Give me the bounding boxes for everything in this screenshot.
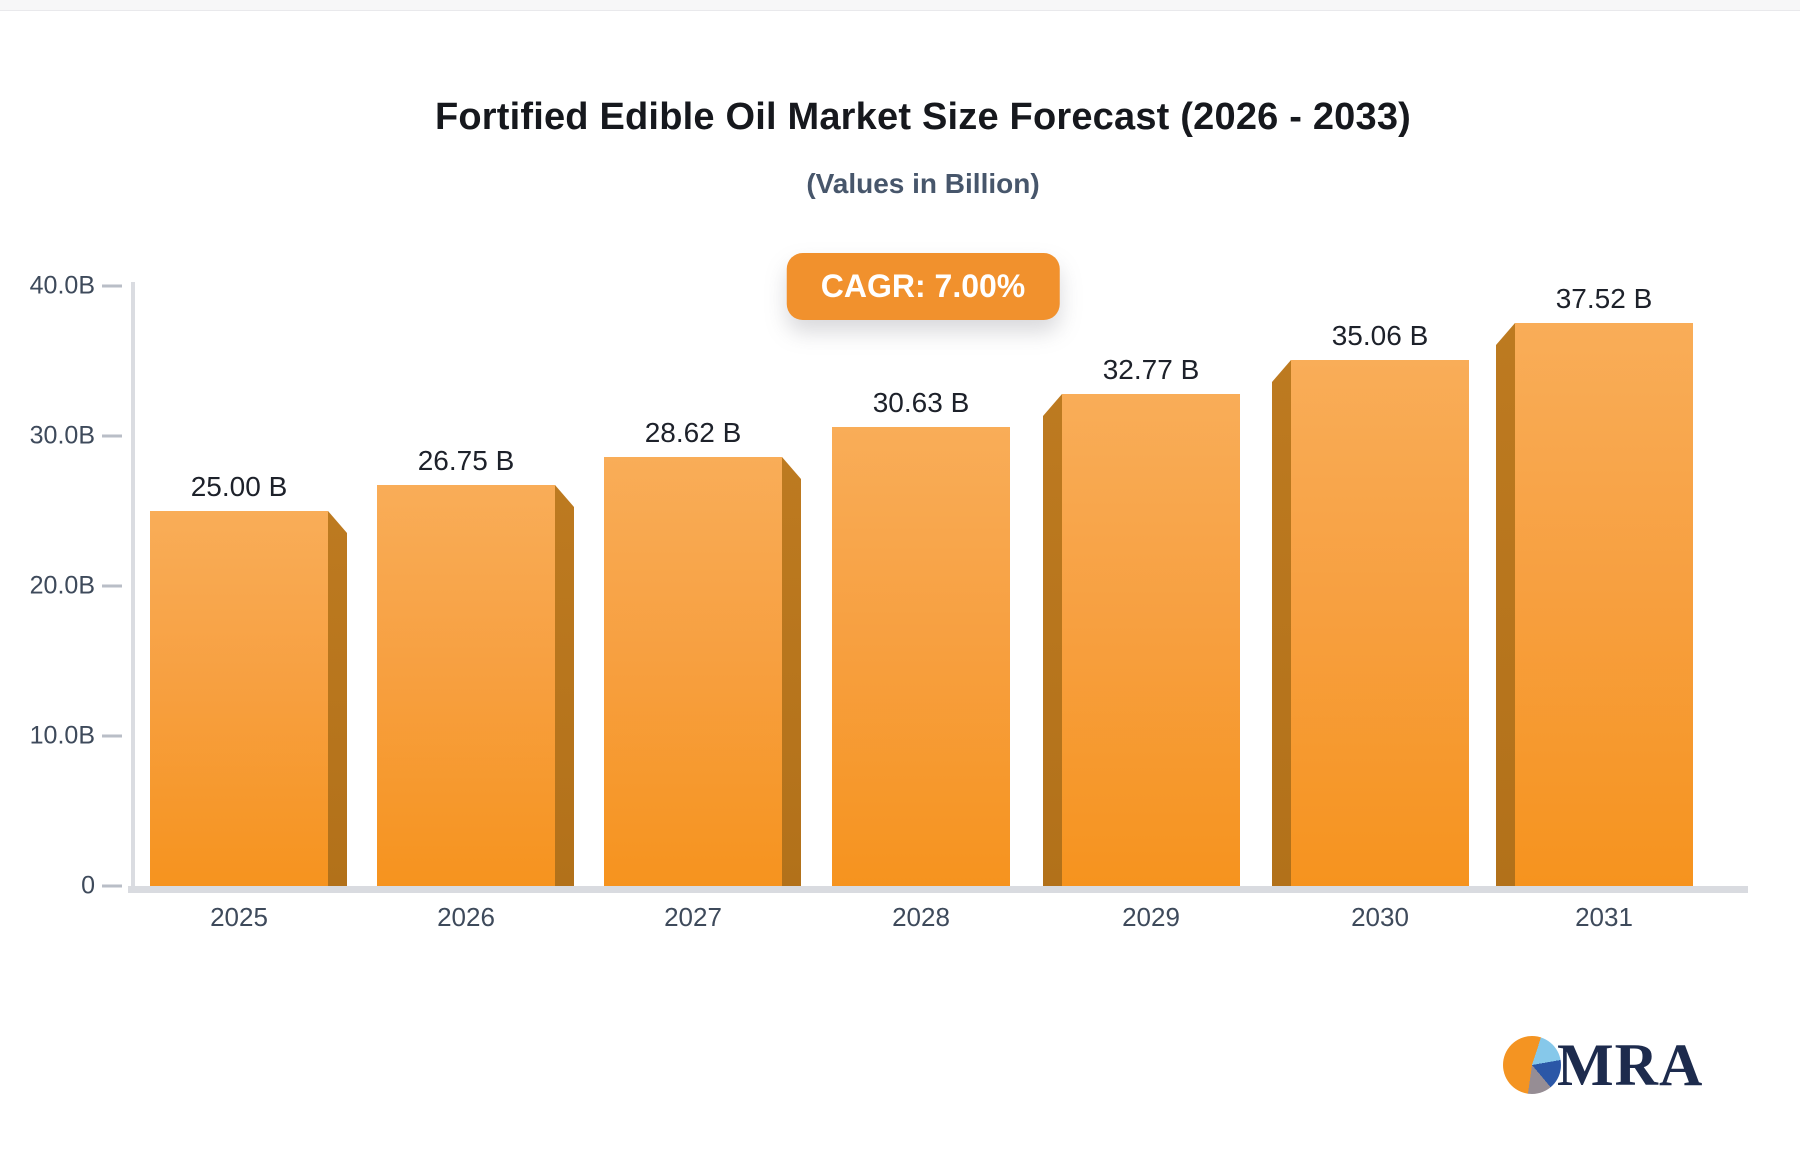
bar-2028[interactable] <box>832 427 1010 888</box>
chart-title: Fortified Edible Oil Market Size Forecas… <box>434 96 1412 138</box>
bar-2031[interactable] <box>1515 323 1693 888</box>
pie-chart-logo-icon <box>1503 1036 1561 1094</box>
bar-side-panel <box>555 485 574 888</box>
bar-2030[interactable] <box>1291 360 1469 888</box>
bar-2025[interactable] <box>150 511 328 888</box>
y-tick-mark <box>102 434 122 438</box>
y-tick-mark <box>102 284 122 288</box>
x-axis-label-2031: 2031 <box>1575 902 1633 932</box>
bar-value-label: 28.62 B <box>644 417 742 448</box>
chart-subtitle: (Values in Billion) <box>806 168 1040 199</box>
bar-side-panel <box>1496 323 1515 888</box>
y-tick-mark <box>102 584 122 588</box>
bar-value-label: 25.00 B <box>190 471 288 502</box>
bar-value-label: 35.06 B <box>1331 320 1429 351</box>
bar-side-panel <box>1272 360 1291 888</box>
x-axis-label-2025: 2025 <box>210 902 268 932</box>
x-axis-label-2026: 2026 <box>437 902 495 932</box>
y-tick-label: 40.0B <box>29 271 95 300</box>
x-axis-label-2029: 2029 <box>1122 902 1180 932</box>
cagr-badge: CAGR: 7.00% <box>786 253 1060 320</box>
y-axis-line <box>131 282 135 890</box>
bar-value-label: 37.52 B <box>1555 283 1653 314</box>
bar-side-panel <box>328 511 347 888</box>
y-tick-label: 20.0B <box>29 571 95 600</box>
brand-logo: MRA <box>1503 1032 1704 1098</box>
bar-value-label: 32.77 B <box>1102 354 1200 385</box>
bar-2029[interactable] <box>1062 394 1240 888</box>
x-axis-label-2027: 2027 <box>664 902 722 932</box>
bar-value-label: 26.75 B <box>417 445 515 476</box>
bar-side-panel <box>782 457 801 888</box>
y-tick-mark <box>102 734 122 738</box>
brand-logo-text: MRA <box>1557 1032 1704 1098</box>
y-tick-label: 30.0B <box>29 421 95 450</box>
y-tick-label: 10.0B <box>29 721 95 750</box>
y-tick-mark <box>102 884 122 888</box>
y-tick-label: 0 <box>81 871 95 900</box>
x-axis-baseline <box>128 886 1748 893</box>
x-axis-label-2028: 2028 <box>892 902 950 932</box>
top-band <box>0 0 1800 11</box>
bar-side-panel <box>1043 394 1062 888</box>
bar-2027[interactable] <box>604 457 782 888</box>
bar-2026[interactable] <box>377 485 555 888</box>
bar-value-label: 30.63 B <box>872 387 970 418</box>
x-axis-label-2030: 2030 <box>1351 902 1409 932</box>
